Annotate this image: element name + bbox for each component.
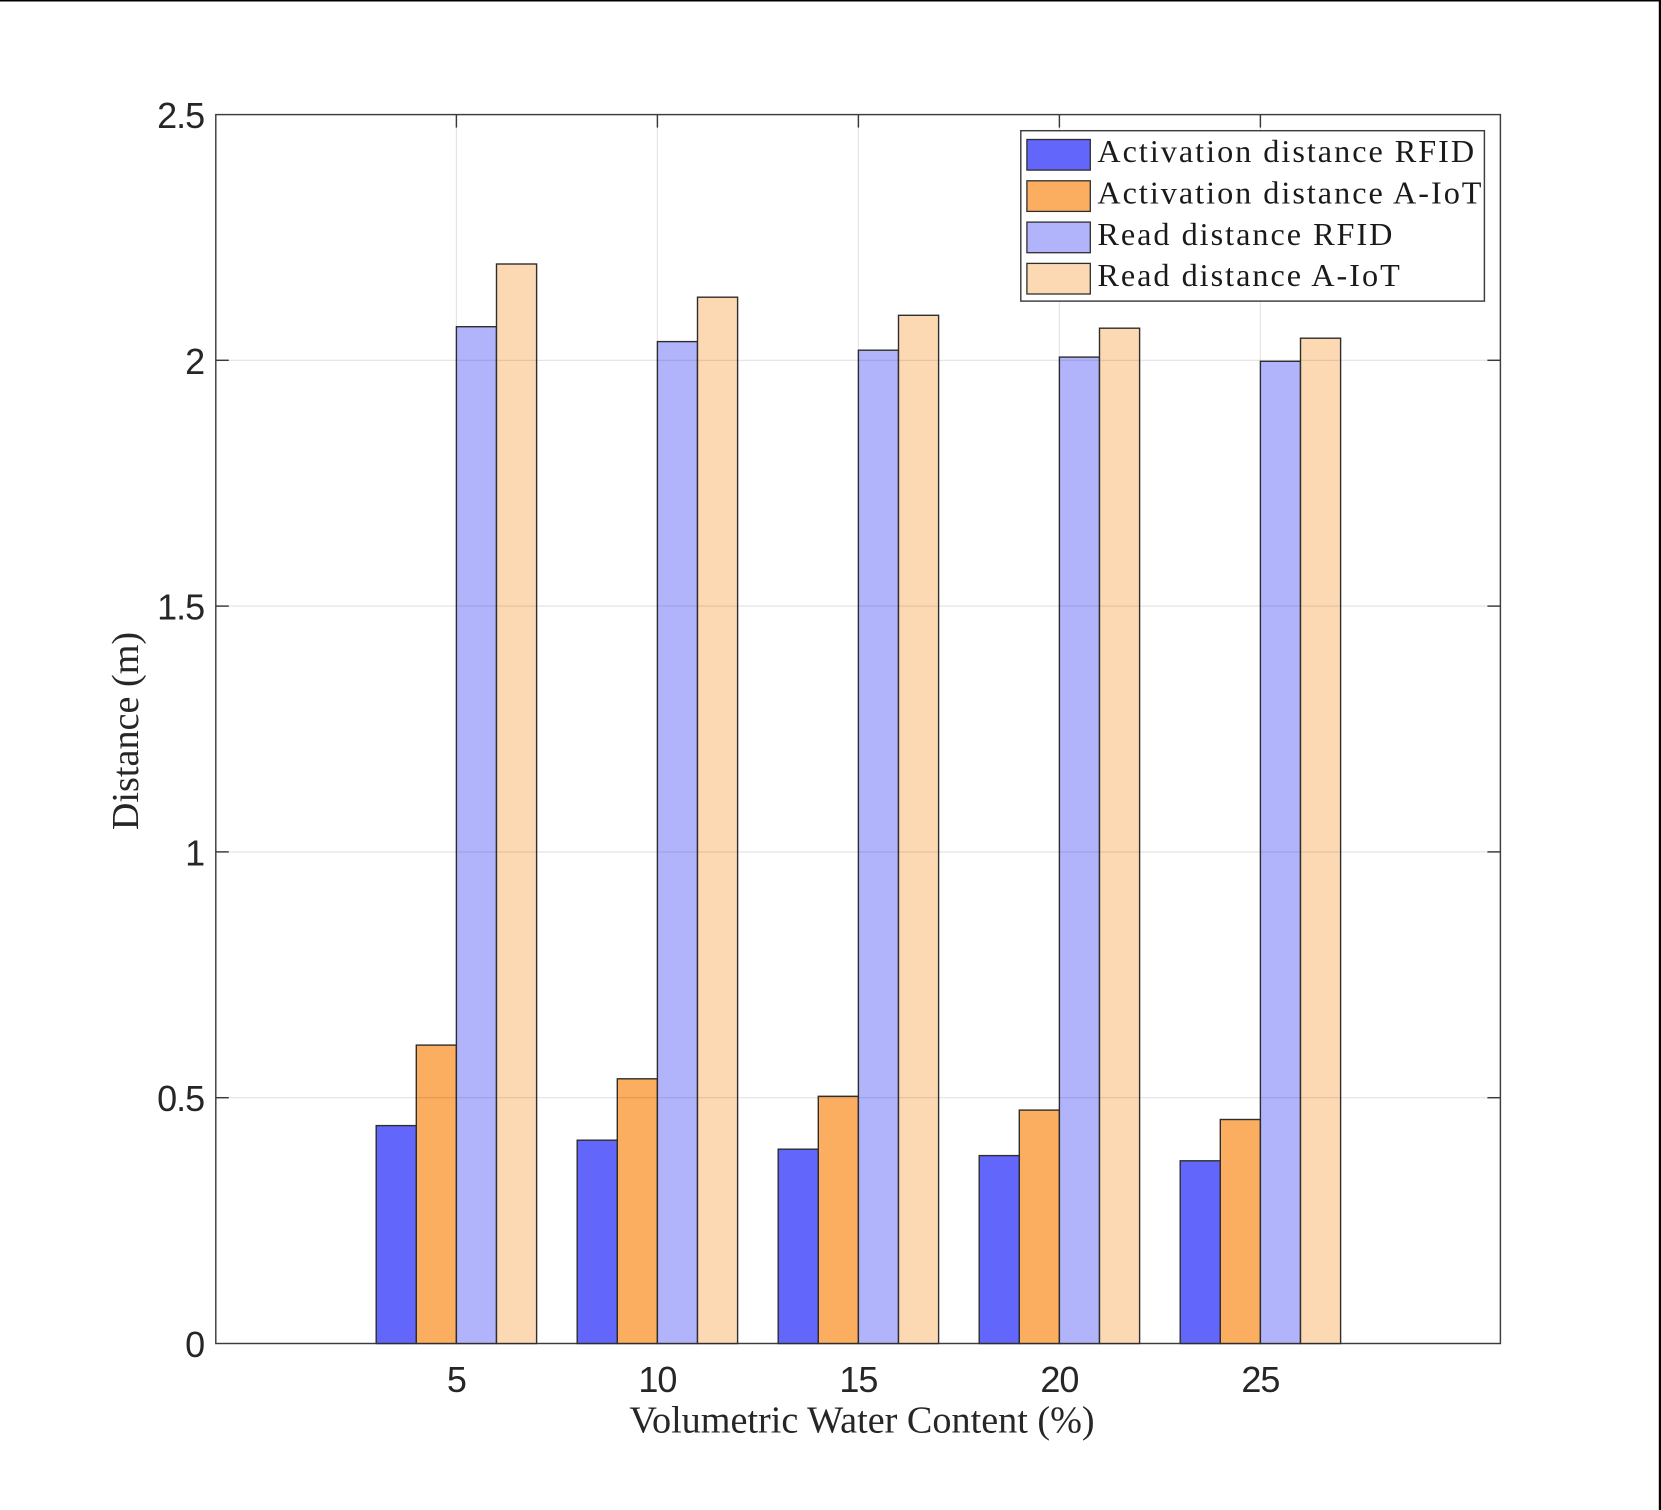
- svg-text:0: 0: [185, 1324, 204, 1365]
- svg-text:2: 2: [185, 341, 204, 382]
- svg-text:1.5: 1.5: [157, 587, 204, 628]
- svg-text:25: 25: [1241, 1359, 1279, 1400]
- svg-text:Volumetric Water Content (%): Volumetric Water Content (%): [629, 1400, 1094, 1442]
- svg-text:Read distance RFID: Read distance RFID: [1097, 216, 1394, 252]
- svg-text:1: 1: [185, 832, 204, 873]
- svg-text:2.5: 2.5: [157, 95, 204, 136]
- svg-text:Activation distance RFID: Activation distance RFID: [1097, 133, 1476, 169]
- svg-text:15: 15: [839, 1359, 877, 1400]
- svg-text:20: 20: [1040, 1359, 1078, 1400]
- svg-text:0.5: 0.5: [157, 1078, 204, 1119]
- svg-text:5: 5: [447, 1359, 466, 1400]
- svg-text:Distance (m): Distance (m): [105, 632, 147, 830]
- svg-text:10: 10: [638, 1359, 676, 1400]
- svg-text:Activation distance A-IoT: Activation distance A-IoT: [1097, 175, 1483, 211]
- svg-text:Read distance A-IoT: Read distance A-IoT: [1097, 257, 1401, 293]
